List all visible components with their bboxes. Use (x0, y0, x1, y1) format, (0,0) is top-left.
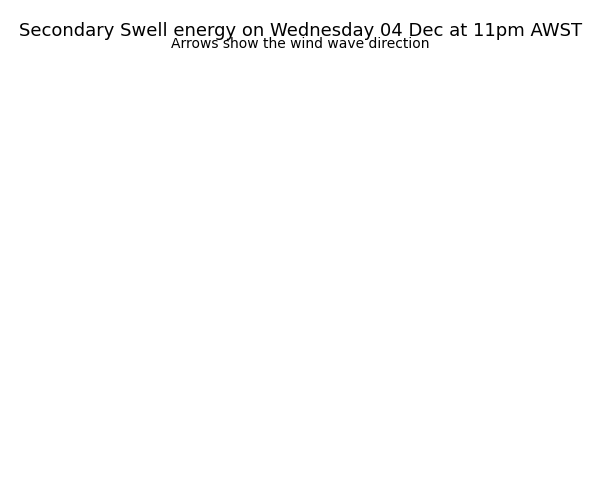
Text: Arrows show the wind wave direction: Arrows show the wind wave direction (171, 37, 430, 51)
Text: Secondary Swell energy on Wednesday 04 Dec at 11pm AWST: Secondary Swell energy on Wednesday 04 D… (19, 22, 582, 40)
Text: Cartopy not available: Cartopy not available (225, 263, 376, 277)
